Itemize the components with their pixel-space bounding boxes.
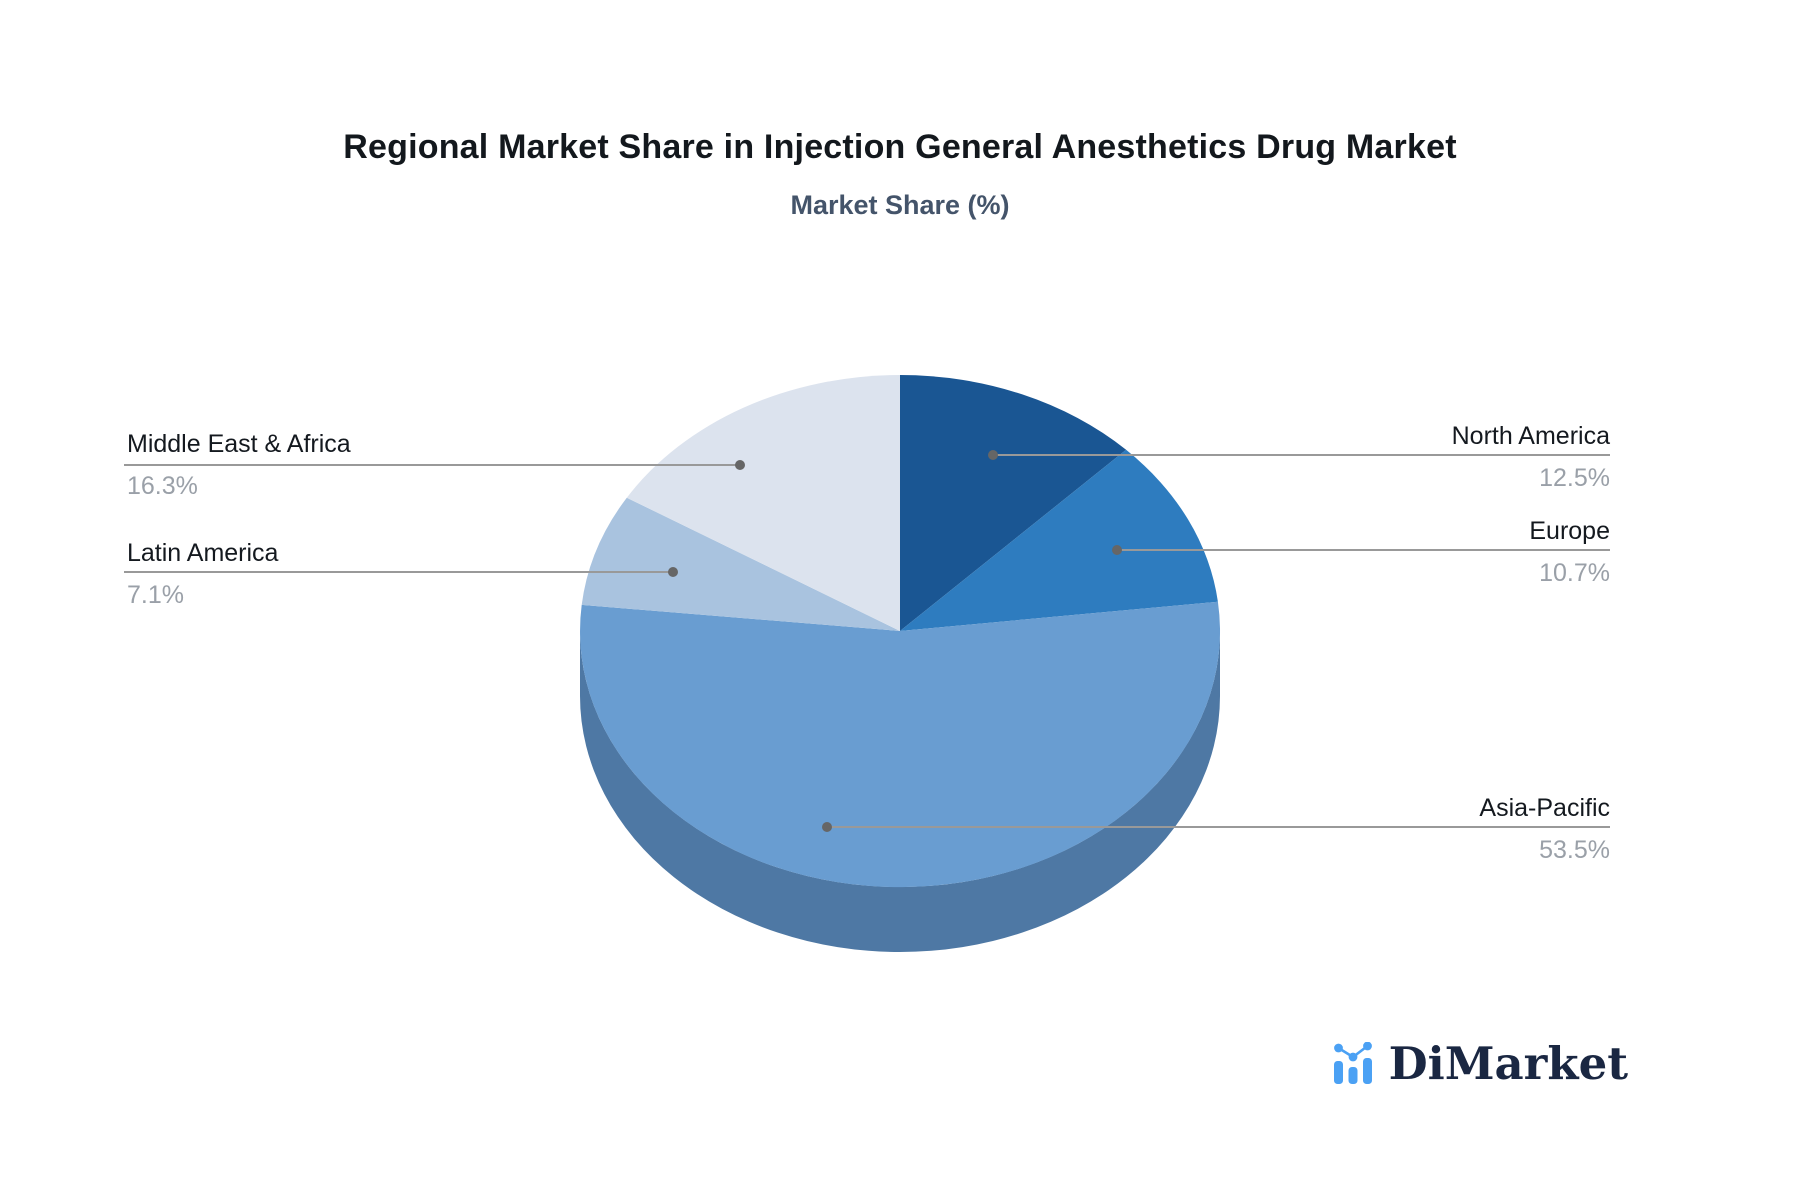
slice-name: North America [1451,422,1610,450]
pie-slice-side-asia-pacific [580,631,1220,952]
leader-dot-north-america [988,450,998,460]
leader-dot-asia-pacific [822,822,832,832]
dimarket-wordmark: DiMarket [1388,1037,1628,1090]
label-asia-pacific: Asia-Pacific 53.5% [1190,792,1610,866]
slice-value: 53.5% [1539,836,1610,864]
chart-subtitle: Market Share (%) [790,190,1010,220]
chart-title: Regional Market Share in Injection Gener… [343,128,1457,166]
leader-dot-europe [1112,545,1122,555]
slice-value: 16.3% [127,472,198,500]
slice-name: Asia-Pacific [1479,794,1610,822]
bar-line-chart-icon [1333,1042,1372,1084]
leader-dot-middle-east-africa [735,460,745,470]
label-europe: Europe 10.7% [1190,515,1610,589]
slice-name: Latin America [127,539,279,567]
slice-name: Middle East & Africa [127,430,351,458]
leader-dot-latin-america [668,567,678,577]
label-latin-america: Latin America 7.1% [127,537,547,611]
pie-slice-north-america[interactable] [900,375,1127,631]
slice-name: Europe [1529,517,1610,545]
pie-slice-asia-pacific[interactable] [580,601,1221,888]
pie-slice-latin-america[interactable] [581,497,900,631]
slice-value: 12.5% [1539,464,1610,492]
pie-slice-europe[interactable] [900,449,1218,631]
slice-value: 7.1% [127,581,184,609]
label-north-america: North America 12.5% [1190,420,1610,494]
pie-slice-middle-east-africa[interactable] [626,375,900,631]
label-middle-east-africa: Middle East & Africa 16.3% [127,428,547,502]
slice-value: 10.7% [1539,559,1610,587]
dimarket-logo[interactable]: DiMarket [1333,1040,1628,1088]
